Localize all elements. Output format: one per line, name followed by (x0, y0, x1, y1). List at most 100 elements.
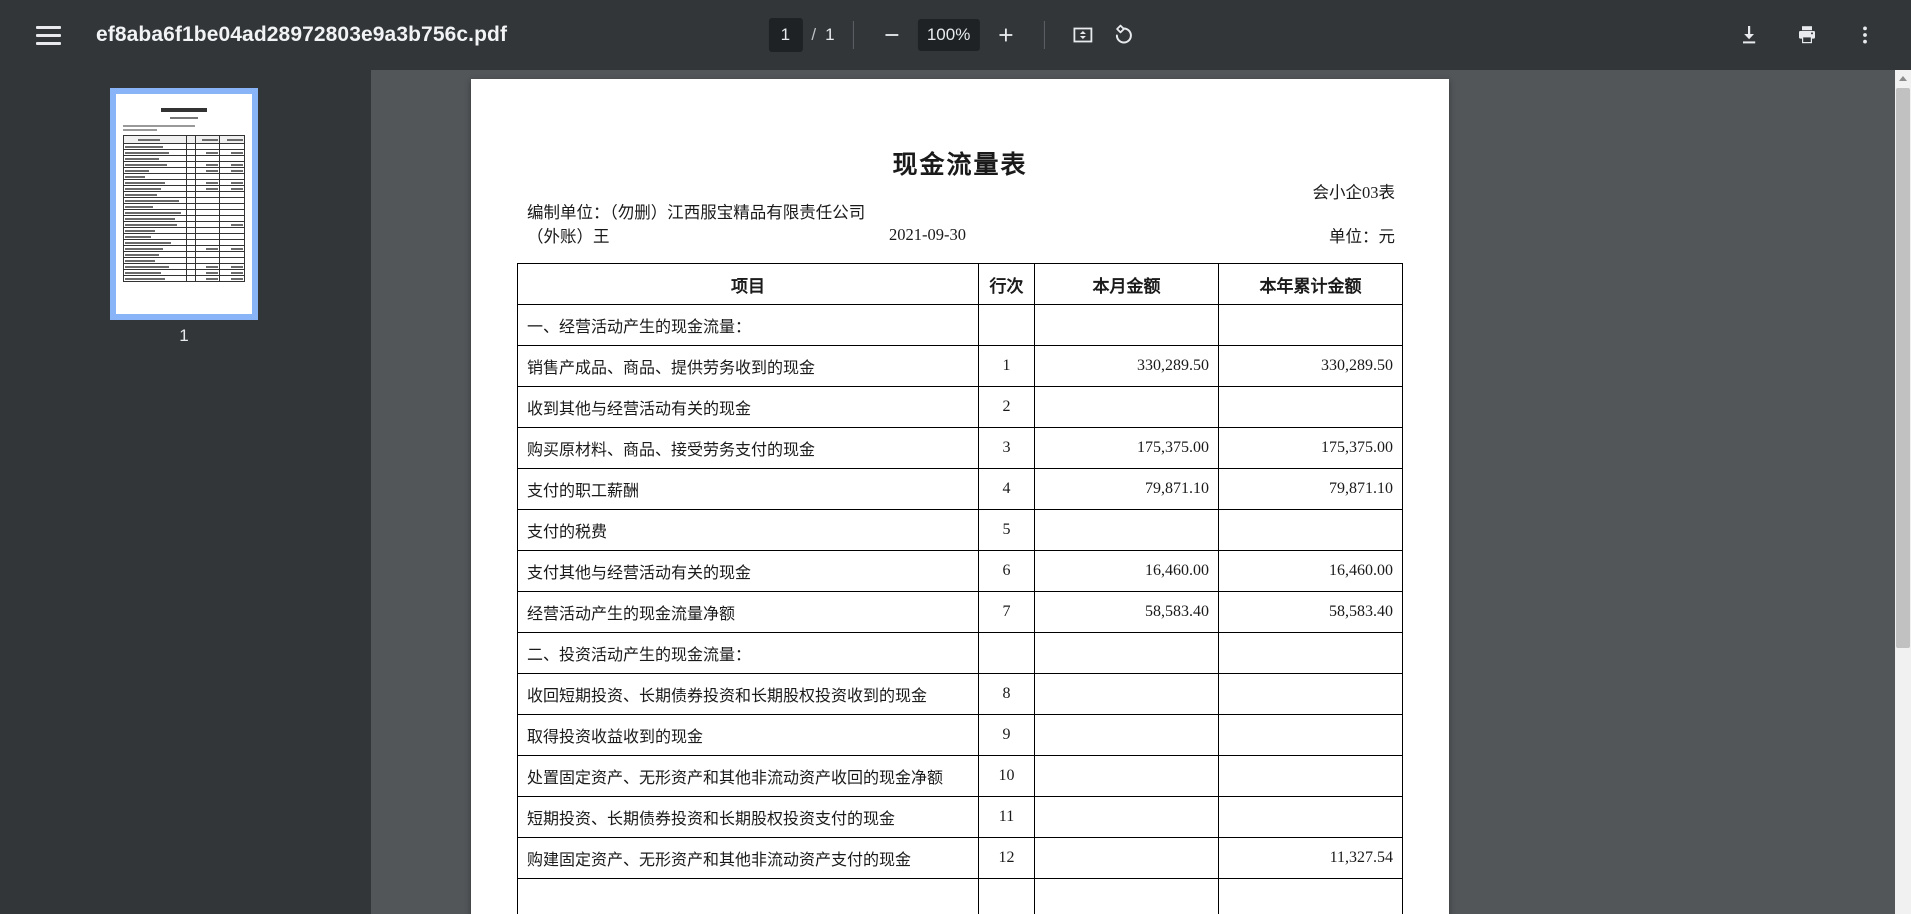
pdf-page-1: 现金流量表 编制单位：（勿删）江西服宝精品有限责任公司 （外账）王 2021-0… (471, 79, 1449, 914)
document-file-name: ef8aba6f1be04ad28972803e9a3b756c.pdf (96, 23, 508, 46)
print-button[interactable] (1787, 15, 1827, 55)
table-row: 支付的税费 5 (517, 509, 1403, 551)
thumbnail-cell (124, 136, 187, 143)
thumbnail-table-row (124, 240, 244, 246)
column-header-item: 项目 (517, 263, 979, 305)
page-title: 现金流量表 (892, 152, 1028, 179)
hamburger-line (35, 41, 61, 45)
cell-line-number: 9 (978, 714, 1035, 756)
cell-item: 支付的税费 (517, 509, 979, 551)
toolbar-right-group (1729, 15, 1911, 55)
column-header-year: 本年累计金额 (1218, 263, 1403, 305)
thumbnail-table-row (124, 198, 244, 204)
thumbnail-meta-line (123, 125, 195, 127)
thumbnail-cell (187, 136, 196, 143)
thumbnail-preview (116, 94, 252, 314)
preparing-unit-label: 编制单位：（勿删）江西服宝精品有限责任公司 （外账）王 (527, 201, 987, 249)
cell-month-amount (1034, 632, 1219, 674)
cell-month-amount: 79,871.10 (1034, 468, 1219, 510)
print-icon (1799, 26, 1815, 44)
table-body: 一、经营活动产生的现金流量： 销售产成品、商品、提供劳务收到的现金 1 330,289… (517, 304, 1403, 914)
page-number-input[interactable] (768, 18, 803, 52)
toolbar-center-group: / 1 100% (768, 15, 1142, 55)
preparing-unit-line2: （外账）王 (527, 227, 610, 246)
minus-icon (885, 34, 899, 36)
page-thumbnail-1[interactable] (110, 88, 258, 320)
cell-line-number (978, 632, 1035, 674)
thumbnail-table-row (124, 222, 244, 228)
cell-year-amount: 16,460.00 (1218, 550, 1403, 592)
table-row: 购买原材料、商品、接受劳务支付的现金 3 175,375.00 175,375.00 (517, 427, 1403, 469)
cell-year-amount: 58,583.40 (1218, 591, 1403, 633)
thumbnail-cell (196, 136, 220, 143)
plus-icon (999, 28, 1013, 42)
rotate-button[interactable] (1103, 15, 1143, 55)
thumbnail-table (123, 135, 245, 282)
cell-month-amount: 58,583.40 (1034, 591, 1219, 633)
pdf-toolbar: ef8aba6f1be04ad28972803e9a3b756c.pdf / 1… (0, 0, 1911, 70)
thumbnail-table-row (124, 156, 244, 162)
table-row: 经营活动产生的现金流量净额 7 58,583.40 58,583.40 (517, 591, 1403, 633)
column-header-line: 行次 (978, 263, 1035, 305)
zoom-out-button[interactable] (872, 15, 912, 55)
table-row: 收到其他与经营活动有关的现金 2 (517, 386, 1403, 428)
cell-month-amount (1034, 386, 1219, 428)
fit-to-page-button[interactable] (1063, 15, 1103, 55)
thumbnail-table-row (124, 186, 244, 192)
cell-month-amount (1034, 304, 1219, 346)
cell-item: 收回短期投资、长期债券投资和长期股权投资收到的现金 (517, 673, 979, 715)
thumbnail-table-row (124, 234, 244, 240)
cell-item: 支付其他与经营活动有关的现金 (517, 550, 979, 592)
scrollbar-thumb[interactable] (1896, 88, 1910, 648)
cell-line-number (978, 304, 1035, 346)
zoom-in-button[interactable] (986, 15, 1026, 55)
download-button[interactable] (1729, 15, 1769, 55)
report-date: 2021-09-30 (889, 225, 966, 244)
toolbar-divider (1043, 21, 1045, 49)
pdf-viewer-area[interactable]: 现金流量表 编制单位：（勿删）江西服宝精品有限责任公司 （外账）王 2021-0… (371, 70, 1895, 914)
more-options-button[interactable] (1845, 15, 1885, 55)
cell-item: 购买原材料、商品、接受劳务支付的现金 (517, 427, 979, 469)
cell-line-number: 6 (978, 550, 1035, 592)
toolbar-left-group: ef8aba6f1be04ad28972803e9a3b756c.pdf (0, 13, 507, 57)
cell-line-number: 12 (978, 837, 1035, 879)
cash-flow-table: 项目 行次 本月金额 本年累计金额 一、经营活动产生的现金流量： 销售产成品、商品… (517, 263, 1403, 914)
thumbnail-meta-lines (123, 125, 245, 131)
thumbnail-page-label: 1 (179, 326, 189, 345)
thumbnail-table-row (124, 270, 244, 276)
thumbnail-table-row (124, 228, 244, 234)
cell-year-amount: 175,375.00 (1218, 427, 1403, 469)
thumbnail-table-row (124, 252, 244, 258)
table-row: 支付的职工薪酬 4 79,871.10 79,871.10 (517, 468, 1403, 510)
cell-line-number: 11 (978, 796, 1035, 838)
cell-item: 支付的职工薪酬 (517, 468, 979, 510)
zoom-level-display[interactable]: 100% (917, 19, 980, 51)
cell-item: 短期投资、长期债券投资和长期股权投资支付的现金 (517, 796, 979, 838)
cell-year-amount (1218, 632, 1403, 674)
cell-year-amount (1218, 304, 1403, 346)
cell-month-amount: 330,289.50 (1034, 345, 1219, 387)
vertical-scrollbar[interactable] (1895, 70, 1911, 914)
cell-line-number (978, 878, 1035, 914)
cell-year-amount: 330,289.50 (1218, 345, 1403, 387)
thumbnail-subtitle-bar (170, 117, 198, 119)
cell-month-amount (1034, 509, 1219, 551)
download-icon (1743, 26, 1756, 44)
cell-line-number: 3 (978, 427, 1035, 469)
thumbnail-meta-line (123, 129, 157, 131)
rotate-counterclockwise-icon (1115, 24, 1132, 44)
cell-item: 取得投资收益收到的现金 (517, 714, 979, 756)
cell-year-amount (1218, 796, 1403, 838)
cell-year-amount (1218, 714, 1403, 756)
table-row: 购建固定资产、无形资产和其他非流动资产支付的现金 12 11,327.54 (517, 837, 1403, 879)
thumbnail-table-row (124, 144, 244, 150)
scroll-up-arrow-icon[interactable] (1895, 70, 1911, 86)
table-row: 二、投资活动产生的现金流量： (517, 632, 1403, 674)
cell-line-number: 2 (978, 386, 1035, 428)
thumbnail-sidebar: 1 (0, 70, 371, 914)
cell-month-amount: 175,375.00 (1034, 427, 1219, 469)
hamburger-menu-icon[interactable] (26, 13, 70, 57)
thumbnail-table-row (124, 192, 244, 198)
cell-line-number: 10 (978, 755, 1035, 797)
cell-item: 收到其他与经营活动有关的现金 (517, 386, 979, 428)
